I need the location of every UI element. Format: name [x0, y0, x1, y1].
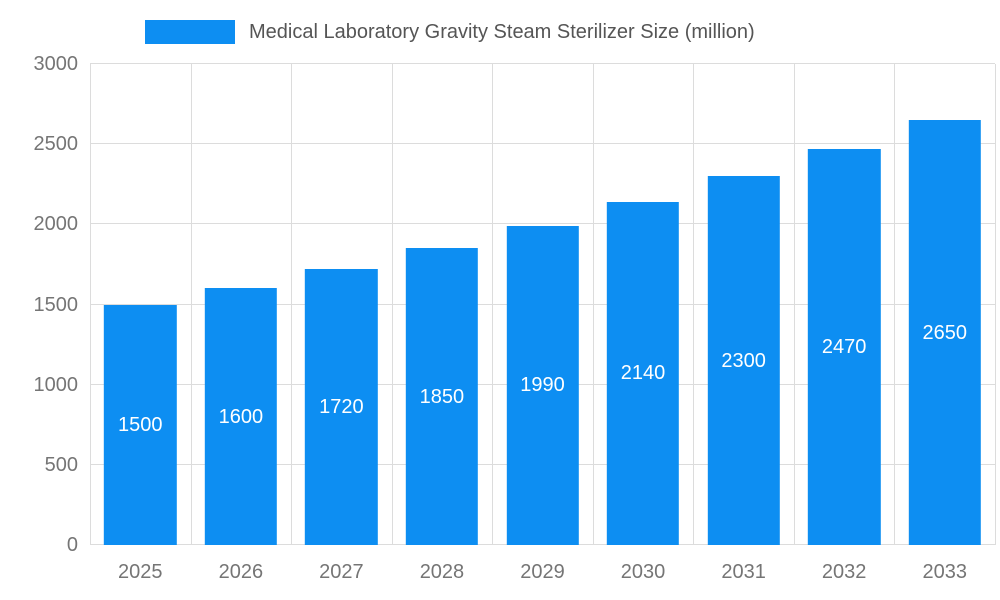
y-axis-tick-label: 3000 [33, 53, 79, 75]
x-axis-tick-label: 2027 [319, 561, 364, 583]
x-axis-tick-label: 2033 [922, 561, 967, 583]
y-axis-tick-label: 2000 [33, 213, 79, 236]
x-axis-tick-label: 2028 [419, 561, 465, 583]
bar-2030: 2140 [606, 201, 680, 545]
gridline-vertical [693, 64, 695, 545]
y-axis: 0 500 1000 1500 2000 2500 3000 [0, 54, 79, 555]
bar-2028: 1850 [405, 248, 479, 545]
bar-2033: 2650 [908, 120, 981, 545]
gridline-vertical [190, 64, 192, 545]
bar-value-label: 1850 [419, 385, 465, 408]
chart-title: Medical Laboratory Gravity Steam Sterili… [249, 20, 755, 43]
x-axis: 2025 2026 2027 2028 2029 2030 2031 2032 2033 [90, 560, 995, 590]
bar-2027: 1720 [305, 269, 378, 545]
gridline-horizontal [90, 143, 995, 145]
x-axis-tick-label: 2029 [520, 561, 565, 583]
x-axis-tick-label: 2025 [118, 561, 163, 583]
bar-value-label: 2650 [922, 321, 967, 344]
x-axis-tick-label: 2026 [218, 561, 264, 583]
legend: Medical Laboratory Gravity Steam Sterili… [145, 20, 755, 44]
gridline-vertical [90, 64, 91, 545]
gridline-vertical [492, 64, 494, 545]
y-axis-tick-label: 1000 [33, 373, 79, 396]
gridline-vertical [592, 64, 594, 545]
y-axis-tick-label: 1500 [33, 293, 79, 316]
bar-2026: 1600 [204, 288, 278, 545]
plot-area: 1500 1600 1720 1850 1990 2140 2300 2470 2650 [90, 63, 996, 545]
gridline-vertical [995, 64, 996, 545]
gridline-vertical [391, 64, 393, 545]
bar-2031: 2300 [707, 176, 780, 545]
y-axis-tick-label: 500 [44, 453, 78, 476]
x-axis-tick-label: 2030 [620, 561, 666, 583]
bar-value-label: 2140 [620, 362, 666, 385]
gridline-vertical [894, 64, 896, 545]
x-axis-tick-label: 2031 [721, 561, 766, 583]
gridline-vertical [291, 64, 293, 545]
gridline-horizontal [90, 63, 995, 64]
legend-swatch [145, 20, 235, 44]
y-axis-tick-label: 0 [66, 534, 78, 556]
gridline-vertical [793, 64, 795, 545]
bar-2029: 1990 [506, 225, 579, 545]
bar-value-label: 2300 [721, 349, 766, 372]
bar-value-label: 1720 [319, 396, 364, 419]
bar-value-label: 1600 [218, 405, 264, 428]
x-axis-tick-label: 2032 [821, 561, 867, 583]
bar-2032: 2470 [807, 148, 881, 545]
bar-2025: 1500 [104, 304, 177, 545]
gridline-horizontal [90, 223, 995, 225]
y-axis-tick-label: 2500 [33, 133, 79, 156]
bar-value-label: 1500 [118, 413, 163, 436]
bar-value-label: 1990 [520, 374, 565, 397]
bar-value-label: 2470 [821, 335, 867, 358]
